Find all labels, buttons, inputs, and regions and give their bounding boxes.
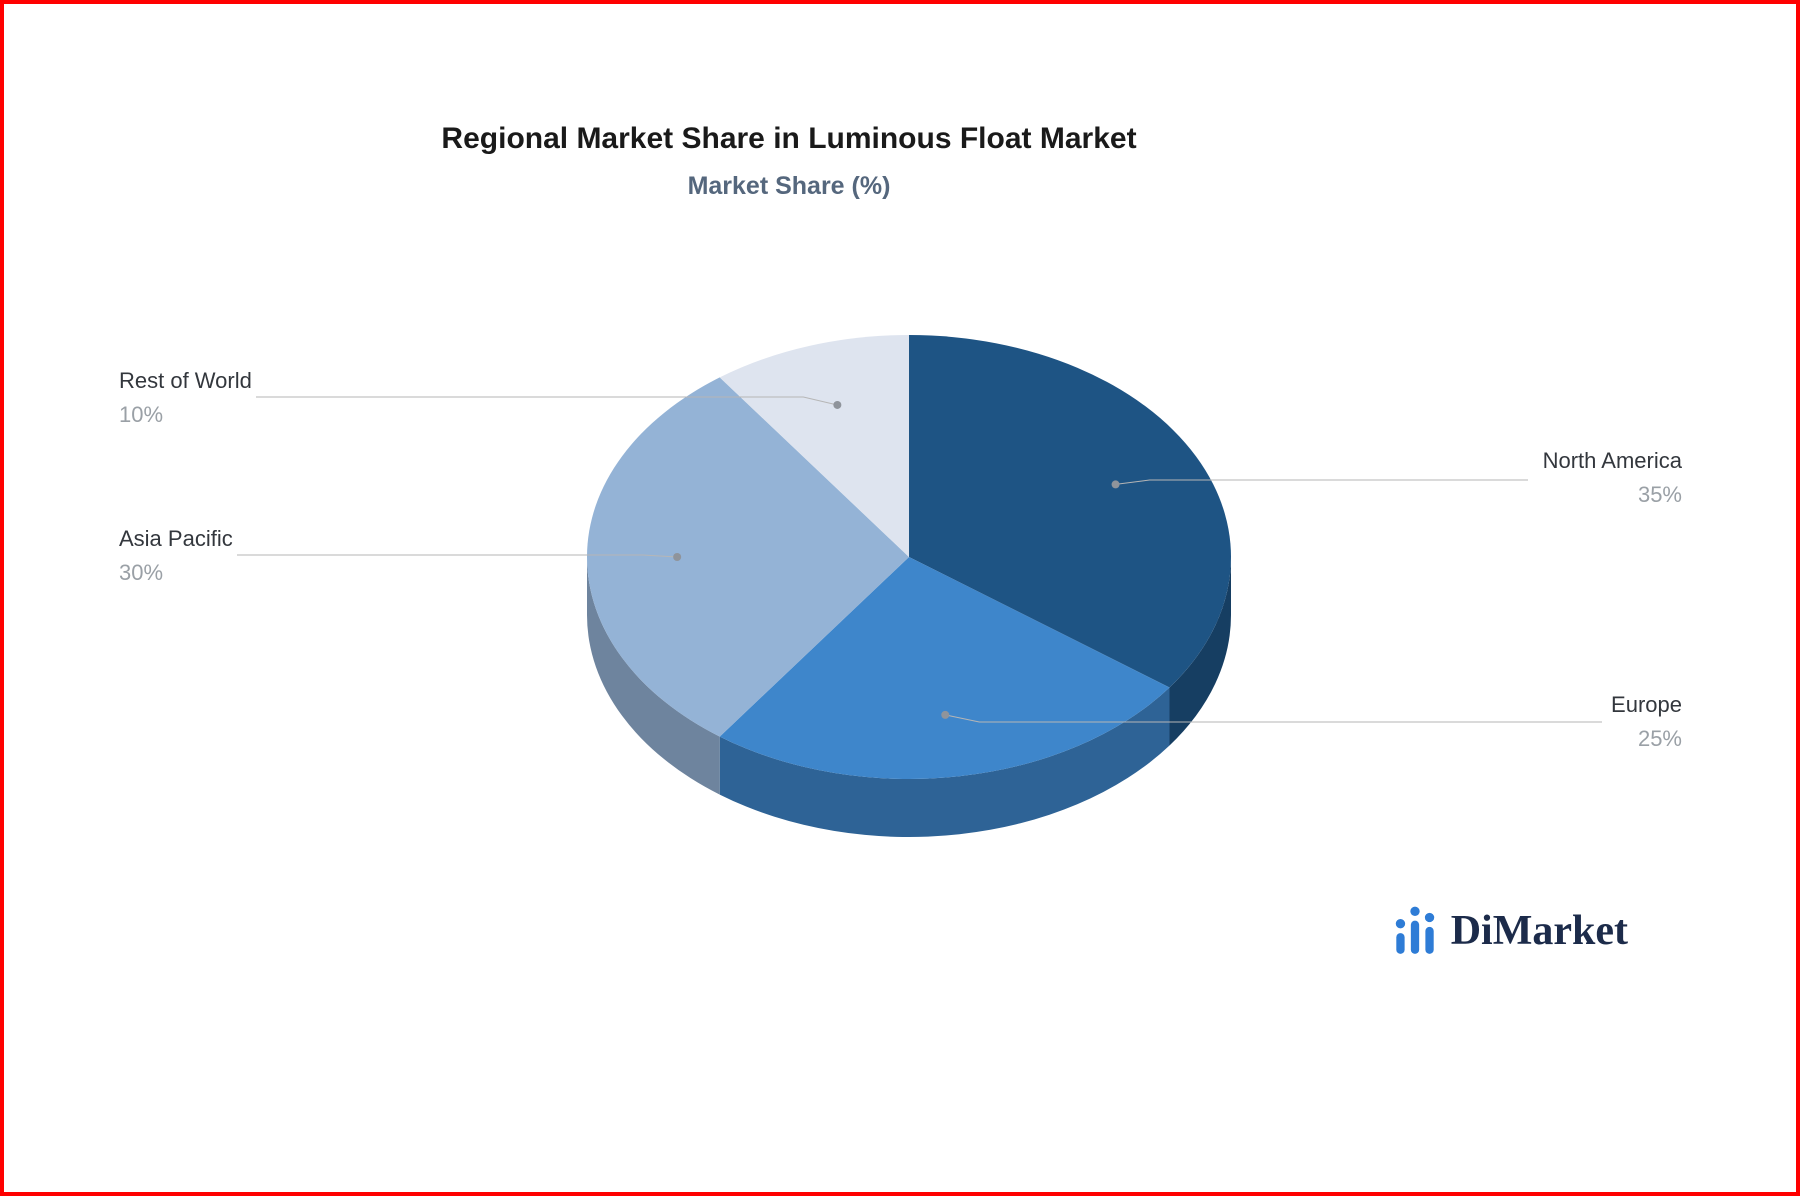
callout-asia-pacific: Asia Pacific 30%	[119, 522, 233, 590]
callout-percent: 35%	[1637, 482, 1682, 507]
callout-rest-of-world: Rest of World 10%	[119, 364, 252, 432]
bar-chart-icon	[1395, 906, 1434, 954]
leader-dot-europe	[941, 710, 950, 719]
callout-label: Asia Pacific	[119, 526, 233, 551]
dimarket-logo[interactable]: DiMarket	[1393, 904, 1628, 958]
callout-percent: 25%	[1637, 726, 1682, 751]
callout-label: Rest of World	[119, 368, 252, 393]
leader-dot-rest-of-world	[833, 400, 842, 409]
callout-percent: 30%	[119, 560, 164, 585]
pie-slice-europe[interactable]	[719, 557, 1170, 779]
pie-rim-europe	[719, 687, 1170, 837]
chart-title: Regional Market Share in Luminous Float …	[441, 122, 1137, 155]
pie-slice-asia-pacific[interactable]	[587, 377, 909, 737]
leader-dot-asia-pacific	[673, 553, 682, 561]
pie-chart	[237, 335, 1602, 837]
leader-dot-north-america	[1111, 480, 1120, 489]
callout-north-america: North America 35%	[1543, 444, 1682, 512]
pie-rim-north-america	[1169, 557, 1231, 746]
callout-percent: 10%	[119, 402, 164, 427]
leader-line-europe	[945, 714, 1602, 723]
leader-line-north-america	[1115, 479, 1528, 485]
pie-rim-asia-pacific	[587, 557, 720, 795]
pie-slice-north-america[interactable]	[909, 335, 1231, 688]
leader-line-rest-of-world	[256, 396, 838, 406]
callout-label: North America	[1542, 448, 1682, 473]
dimarket-logo-text: DiMarket	[1450, 908, 1628, 954]
callout-europe: Europe 25%	[1611, 688, 1682, 756]
leader-line-asia-pacific	[237, 554, 678, 558]
chart-subtitle: Market Share (%)	[687, 172, 891, 200]
pie-slice-rest-of-world[interactable]	[719, 335, 909, 557]
callout-label: Europe	[1611, 692, 1682, 717]
